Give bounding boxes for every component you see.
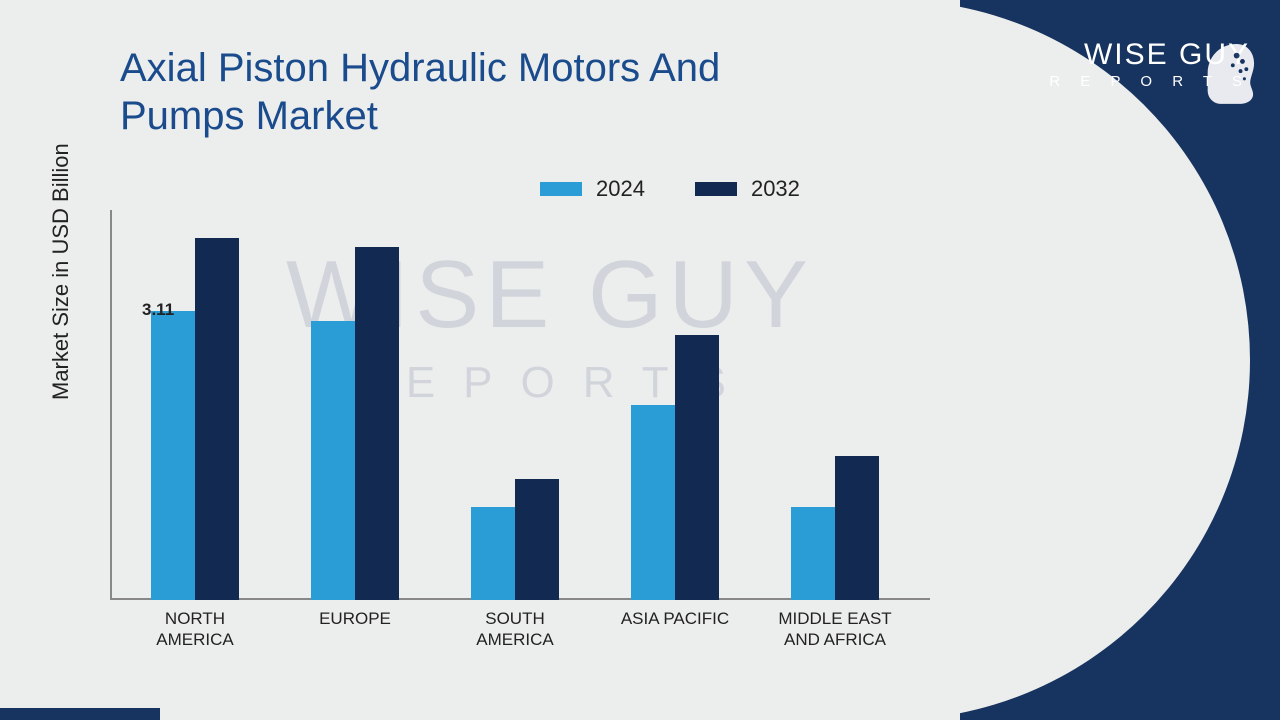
y-axis — [110, 210, 112, 600]
bar — [311, 321, 355, 600]
bottom-accent-bar — [0, 708, 160, 720]
bar — [791, 507, 835, 600]
bar — [631, 405, 675, 600]
legend-label: 2024 — [596, 176, 645, 202]
y-axis-label: Market Size in USD Billion — [48, 143, 74, 400]
category-label: NORTH AMERICA — [130, 608, 260, 651]
bar-group: SOUTH AMERICA — [460, 479, 570, 600]
legend-item-2024: 2024 — [540, 176, 645, 202]
bar-group: ASIA PACIFIC — [620, 335, 730, 600]
category-label: SOUTH AMERICA — [450, 608, 580, 651]
legend-item-2032: 2032 — [695, 176, 800, 202]
bar — [151, 311, 195, 600]
bar — [515, 479, 559, 600]
category-label: MIDDLE EAST AND AFRICA — [770, 608, 900, 651]
bar — [675, 335, 719, 600]
category-label: ASIA PACIFIC — [610, 608, 740, 629]
legend-swatch — [695, 182, 737, 196]
bar — [195, 238, 239, 600]
bar-chart: NORTH AMERICA EUROPE SOUTH AMERICA ASIA PAC… — [110, 210, 930, 600]
bar-group: MIDDLE EAST AND AFRICA — [780, 456, 890, 600]
category-label: EUROPE — [290, 608, 420, 629]
bar — [471, 507, 515, 600]
bar-group: EUROPE — [300, 247, 410, 600]
chart-title: Axial Piston Hydraulic Motors And Pumps … — [120, 44, 840, 140]
bar-group: NORTH AMERICA — [140, 238, 250, 600]
legend-swatch — [540, 182, 582, 196]
legend-label: 2032 — [751, 176, 800, 202]
bar — [355, 247, 399, 600]
legend: 2024 2032 — [540, 176, 800, 202]
bar — [835, 456, 879, 600]
head-icon — [1198, 38, 1256, 108]
value-label: 3.11 — [142, 300, 174, 320]
chart-canvas: WISE GUY R E P O R T S Axial Piston Hydr… — [0, 0, 1280, 720]
brand-logo: WISE GUY R E P O R T S — [1049, 40, 1250, 89]
